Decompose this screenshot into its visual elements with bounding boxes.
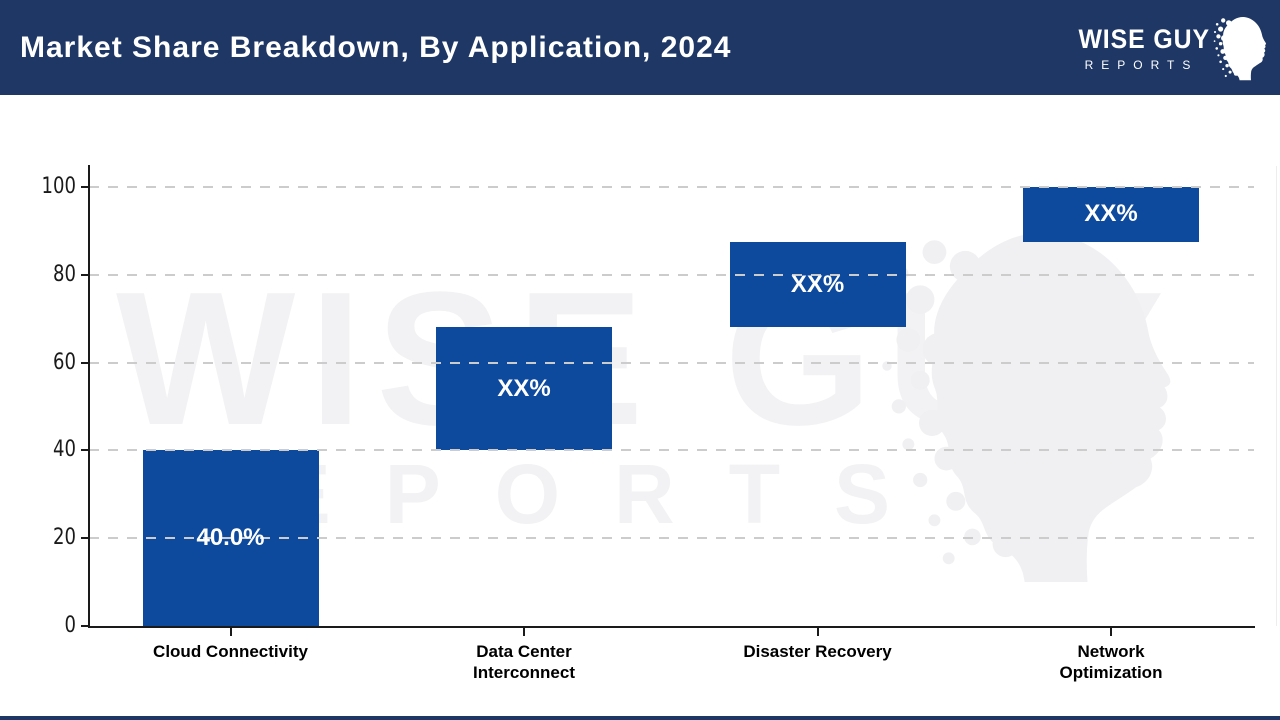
bar-value-label: XX% (1084, 200, 1138, 228)
x-axis-tick (1110, 628, 1112, 636)
y-axis-tick-label: 0 (64, 613, 76, 638)
logo-subtext: REPORTS (1084, 58, 1199, 72)
bar-data-center-interconnect (436, 327, 612, 451)
footer-bar (0, 716, 1280, 720)
x-category-label: Network Optimization (1059, 642, 1163, 682)
header-bar: Market Share Breakdown, By Application, … (0, 0, 1280, 95)
brand-logo: WISE GUY REPORTS (1067, 6, 1268, 90)
x-category-label: Disaster Recovery (743, 642, 892, 661)
y-gridline (89, 537, 1254, 540)
y-axis-tick-label: 20 (53, 525, 76, 551)
x-category-label: Cloud Connectivity (153, 642, 308, 661)
y-axis-spine (88, 165, 90, 628)
y-axis-tick (81, 625, 89, 627)
logo-head-icon (1213, 16, 1267, 81)
brand-logo-text: WISE GUY REPORTS (1067, 24, 1210, 72)
y-axis-tick (81, 537, 89, 540)
x-axis-spine (88, 626, 1255, 628)
y-axis-tick-label: 100 (41, 174, 76, 199)
x-category-label: Data Center Interconnect (472, 642, 576, 682)
y-axis-tick-label: 40 (53, 437, 76, 463)
bar-disaster-recovery (729, 241, 906, 328)
y-gridline (89, 449, 1254, 452)
y-axis-tick (81, 273, 89, 276)
y-axis-tick-label: 80 (53, 261, 76, 287)
y-axis-tick (81, 186, 89, 188)
y-gridline (89, 361, 1254, 364)
y-axis-tick (81, 449, 89, 452)
chart-title: Market Share Breakdown, By Application, … (20, 30, 732, 64)
bar-value-label: 40.0% (196, 524, 265, 552)
plot-right-edge (1276, 166, 1277, 626)
y-gridline (89, 186, 1254, 188)
y-axis-tick-label: 60 (53, 349, 76, 375)
y-axis-tick (81, 361, 89, 364)
watermark-head-icon (882, 232, 1171, 582)
x-axis-tick (523, 628, 525, 636)
bar-value-label: XX% (497, 374, 551, 402)
x-axis-tick (816, 628, 819, 636)
bar-network-optimization (1023, 187, 1199, 242)
bar-value-label: XX% (790, 270, 845, 298)
logo-wordmark: WISE GUY (1078, 24, 1210, 54)
x-axis-tick (229, 628, 232, 636)
y-gridline (89, 273, 1254, 276)
